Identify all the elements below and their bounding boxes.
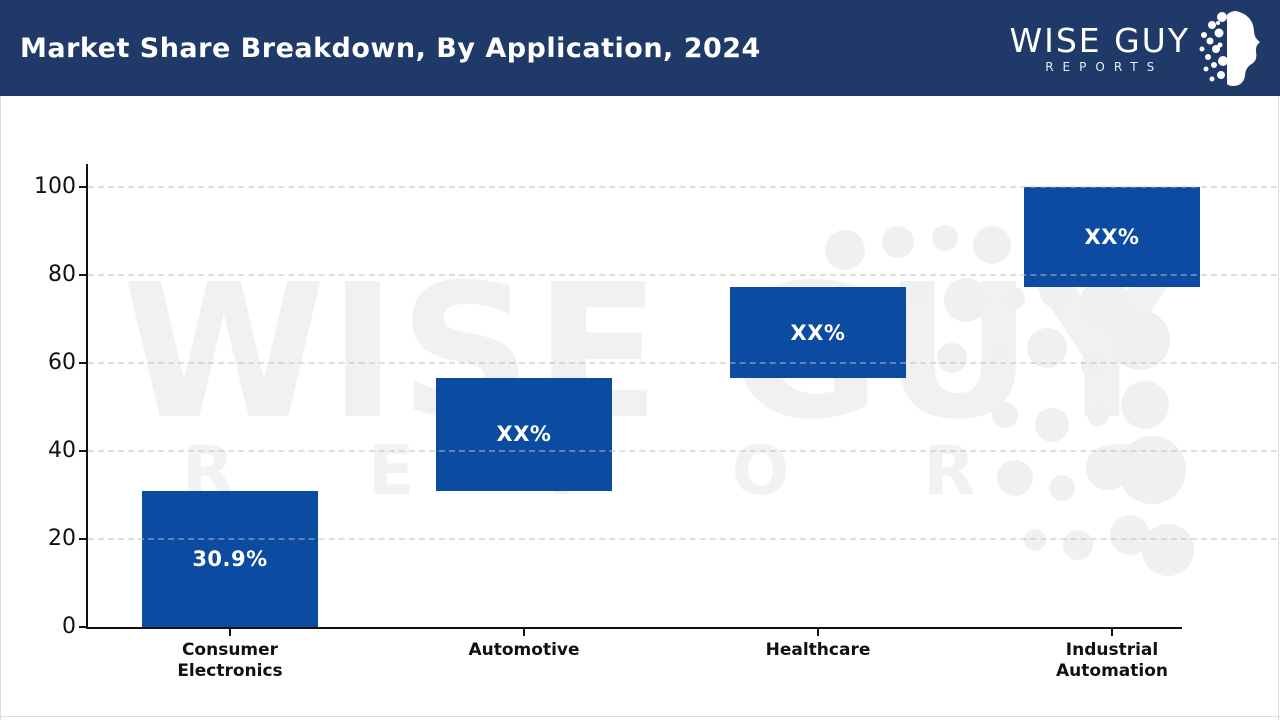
logo-head-icon (1199, 11, 1260, 86)
x-tick-0 (229, 629, 231, 636)
header-bar: Market Share Breakdown, By Application, … (0, 0, 1280, 96)
y-tick-label-20: 20 (48, 526, 76, 551)
y-tick-label-80: 80 (48, 262, 76, 287)
bar-value-label: XX% (790, 320, 846, 345)
y-tick-label-60: 60 (48, 350, 76, 375)
bar-industrial-automation: XX% (1024, 187, 1200, 288)
x-axis (86, 627, 1182, 629)
bar-value-label: XX% (496, 422, 552, 447)
x-label-industrial-automation: Industrial Automation (1056, 640, 1168, 682)
y-tick-0 (79, 626, 87, 628)
y-tick-40 (79, 450, 87, 452)
gridline-y-80 (88, 274, 1277, 276)
y-tick-label-0: 0 (62, 614, 76, 639)
x-label-automotive: Automotive (468, 640, 580, 660)
x-label-healthcare: Healthcare (765, 640, 871, 660)
y-tick-label-40: 40 (48, 438, 76, 463)
bar-value-label: 30.9% (192, 547, 268, 571)
page-title: Market Share Breakdown, By Application, … (20, 32, 761, 64)
chart-border-bottom (0, 716, 1280, 717)
chart-border-left (0, 96, 1, 720)
y-tick-label-100: 100 (34, 174, 76, 199)
bar-automotive: XX% (436, 377, 612, 492)
x-label-consumer-electronics: Consumer Electronics (177, 640, 283, 682)
gridline-y-60 (88, 362, 1277, 364)
bar-value-label: XX% (1084, 225, 1140, 250)
x-tick-2 (817, 629, 819, 636)
bar-healthcare: XX% (730, 287, 906, 378)
logo-wordmark: WISE GUY (1009, 20, 1190, 60)
y-tick-60 (79, 362, 87, 364)
gridline-y-100 (88, 186, 1277, 188)
y-tick-100 (79, 186, 87, 188)
x-tick-1 (523, 629, 525, 636)
brand-logo: WISE GUY REPORTS (1009, 7, 1280, 89)
gridline-y-40 (88, 450, 1277, 452)
chart-border-right (1278, 96, 1279, 720)
logo-subtitle: REPORTS (1045, 59, 1164, 74)
x-tick-3 (1111, 629, 1113, 636)
bar-consumer-electronics: 30.9% (142, 491, 318, 627)
gridline-y-20 (88, 538, 1277, 540)
y-tick-20 (79, 538, 87, 540)
y-tick-80 (79, 274, 87, 276)
y-axis (86, 164, 88, 629)
